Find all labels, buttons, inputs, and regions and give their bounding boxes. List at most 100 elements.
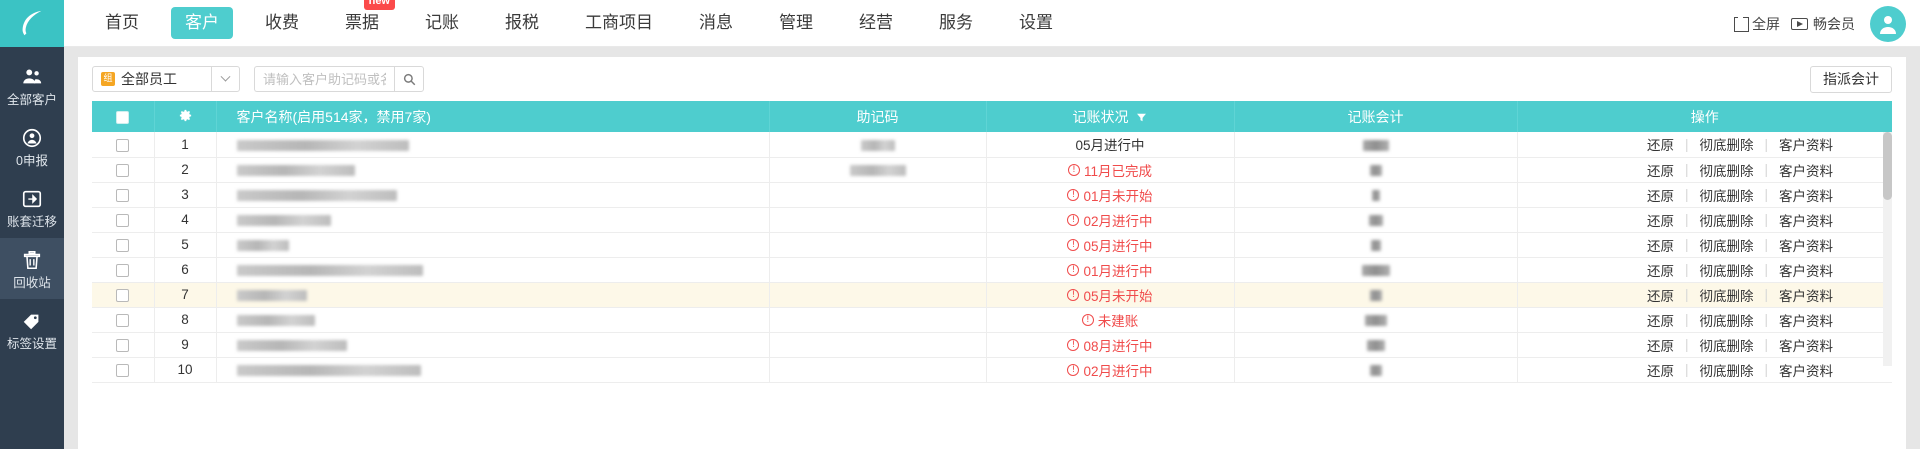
delete-permanently-link[interactable]: 彻底删除 xyxy=(1699,363,1754,379)
customer-profile-link[interactable]: 客户资料 xyxy=(1779,238,1833,254)
nav-item-4[interactable]: 记账 xyxy=(411,7,473,39)
customer-profile-link[interactable]: 客户资料 xyxy=(1779,338,1833,354)
row-checkbox-cell[interactable] xyxy=(92,357,155,383)
header-select-all[interactable] xyxy=(92,101,155,132)
nav-item-7[interactable]: 消息 xyxy=(685,7,747,39)
customer-name-cell[interactable] xyxy=(216,132,770,158)
checkbox-icon[interactable] xyxy=(116,163,130,177)
row-checkbox-cell[interactable] xyxy=(92,157,155,183)
delete-permanently-link[interactable]: 彻底删除 xyxy=(1699,313,1754,329)
table-row[interactable]: 2! 11月已完成 还原 | 彻底删除 | 客户资料 xyxy=(92,157,1892,183)
delete-permanently-link[interactable]: 彻底删除 xyxy=(1699,138,1754,154)
header-status[interactable]: 记账状况 xyxy=(986,101,1235,132)
nav-item-5[interactable]: 报税 xyxy=(491,7,553,39)
gear-icon[interactable] xyxy=(178,109,193,126)
sidebar-item-zero-declaration[interactable]: 0申报 xyxy=(0,116,64,177)
delete-permanently-link[interactable]: 彻底删除 xyxy=(1699,238,1754,254)
nav-item-9[interactable]: 经营 xyxy=(845,7,907,39)
checkbox-icon[interactable] xyxy=(116,188,130,202)
customer-name-cell[interactable] xyxy=(216,232,770,258)
table-row[interactable]: 9! 08月进行中 还原 | 彻底删除 | 客户资料 xyxy=(92,332,1892,358)
header-customer-name[interactable]: 客户名称(启用514家，禁用7家) xyxy=(216,101,770,132)
sidebar-item-account-migration[interactable]: 账套迁移 xyxy=(0,177,64,238)
checkbox-icon[interactable] xyxy=(116,213,130,227)
customer-name-cell[interactable] xyxy=(216,282,770,308)
fullscreen-button[interactable]: 全屏 xyxy=(1734,14,1780,34)
customer-name-cell[interactable] xyxy=(216,357,770,383)
customer-profile-link[interactable]: 客户资料 xyxy=(1779,288,1833,304)
avatar[interactable] xyxy=(1870,5,1906,42)
customer-profile-link[interactable]: 客户资料 xyxy=(1779,188,1833,204)
filter-icon[interactable] xyxy=(1136,109,1147,125)
customer-profile-link[interactable]: 客户资料 xyxy=(1779,213,1833,229)
sidebar-item-tag-settings[interactable]: 标签设置 xyxy=(0,299,64,360)
customer-name-cell[interactable] xyxy=(216,157,770,183)
delete-permanently-link[interactable]: 彻底删除 xyxy=(1699,213,1754,229)
restore-link[interactable]: 还原 xyxy=(1646,263,1674,279)
table-scrollbar[interactable] xyxy=(1883,132,1892,366)
header-mnemonic[interactable]: 助记码 xyxy=(769,101,987,132)
table-row[interactable]: 4! 02月进行中 还原 | 彻底删除 | 客户资料 xyxy=(92,207,1892,233)
restore-link[interactable]: 还原 xyxy=(1646,338,1674,354)
row-checkbox-cell[interactable] xyxy=(92,257,155,283)
delete-permanently-link[interactable]: 彻底删除 xyxy=(1699,338,1754,354)
row-checkbox-cell[interactable] xyxy=(92,182,155,208)
table-row[interactable]: 3! 01月未开始 还原 | 彻底删除 | 客户资料 xyxy=(92,182,1892,208)
restore-link[interactable]: 还原 xyxy=(1646,188,1674,204)
header-settings[interactable] xyxy=(154,101,217,132)
table-row[interactable]: 10! 02月进行中 还原 | 彻底删除 | 客户资料 xyxy=(92,357,1892,383)
checkbox-icon[interactable] xyxy=(116,363,130,377)
search-button[interactable] xyxy=(394,66,424,92)
table-row[interactable]: 7! 05月未开始 还原 | 彻底删除 | 客户资料 xyxy=(92,282,1892,308)
customer-profile-link[interactable]: 客户资料 xyxy=(1779,263,1833,279)
sidebar-item-recycle-bin[interactable]: 回收站 xyxy=(0,238,64,299)
customer-profile-link[interactable]: 客户资料 xyxy=(1779,138,1833,154)
customer-profile-link[interactable]: 客户资料 xyxy=(1779,163,1833,179)
table-row[interactable]: 5! 05月进行中 还原 | 彻底删除 | 客户资料 xyxy=(92,232,1892,258)
header-accountant[interactable]: 记账会计 xyxy=(1234,101,1518,132)
table-row[interactable]: 8! 未建账 还原 | 彻底删除 | 客户资料 xyxy=(92,307,1892,333)
search-input[interactable] xyxy=(254,66,394,92)
nav-item-11[interactable]: 设置 xyxy=(1005,7,1067,39)
nav-item-3[interactable]: 票据 new xyxy=(331,0,395,39)
checkbox-icon[interactable] xyxy=(116,138,130,152)
row-checkbox-cell[interactable] xyxy=(92,307,155,333)
customer-name-cell[interactable] xyxy=(216,307,770,333)
restore-link[interactable]: 还原 xyxy=(1646,163,1674,179)
checkbox-icon[interactable] xyxy=(116,313,130,327)
checkbox-icon[interactable] xyxy=(116,111,130,125)
nav-item-0[interactable]: 首页 xyxy=(91,7,153,39)
nav-item-2[interactable]: 收费 xyxy=(251,7,313,39)
chevron-down-icon[interactable] xyxy=(211,66,239,92)
row-checkbox-cell[interactable] xyxy=(92,332,155,358)
nav-item-6[interactable]: 工商项目 xyxy=(571,7,667,39)
checkbox-icon[interactable] xyxy=(116,338,130,352)
app-logo[interactable] xyxy=(0,0,64,47)
row-checkbox-cell[interactable] xyxy=(92,282,155,308)
customer-profile-link[interactable]: 客户资料 xyxy=(1779,363,1833,379)
restore-link[interactable]: 还原 xyxy=(1646,138,1674,154)
assign-accountant-button[interactable]: 指派会计 xyxy=(1810,66,1892,93)
delete-permanently-link[interactable]: 彻底删除 xyxy=(1699,188,1754,204)
restore-link[interactable]: 还原 xyxy=(1646,313,1674,329)
table-row[interactable]: 1 05月进行中 还原 | 彻底删除 | 客户资料 xyxy=(92,132,1892,158)
table-row[interactable]: 6! 01月进行中 还原 | 彻底删除 | 客户资料 xyxy=(92,257,1892,283)
restore-link[interactable]: 还原 xyxy=(1646,213,1674,229)
row-checkbox-cell[interactable] xyxy=(92,232,155,258)
row-checkbox-cell[interactable] xyxy=(92,207,155,233)
sidebar-item-all-customers[interactable]: 全部客户 xyxy=(0,55,64,116)
customer-name-cell[interactable] xyxy=(216,182,770,208)
delete-permanently-link[interactable]: 彻底删除 xyxy=(1699,263,1754,279)
checkbox-icon[interactable] xyxy=(116,238,130,252)
restore-link[interactable]: 还原 xyxy=(1646,238,1674,254)
employee-filter-select[interactable]: 组 全部员工 xyxy=(92,66,240,92)
restore-link[interactable]: 还原 xyxy=(1646,288,1674,304)
checkbox-icon[interactable] xyxy=(116,288,130,302)
row-checkbox-cell[interactable] xyxy=(92,132,155,158)
scrollbar-thumb[interactable] xyxy=(1883,132,1892,200)
customer-name-cell[interactable] xyxy=(216,332,770,358)
delete-permanently-link[interactable]: 彻底删除 xyxy=(1699,288,1754,304)
nav-item-1[interactable]: 客户 xyxy=(171,7,233,39)
nav-item-10[interactable]: 服务 xyxy=(925,7,987,39)
member-button[interactable]: 畅会员 xyxy=(1791,14,1855,34)
